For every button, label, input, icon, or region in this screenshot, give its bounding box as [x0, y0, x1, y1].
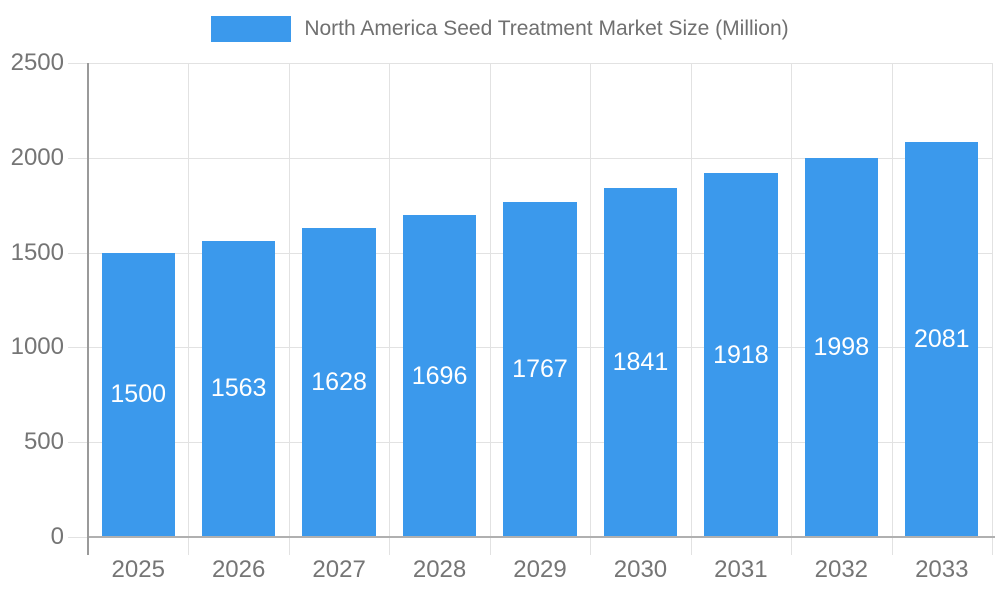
v-gridline	[489, 63, 491, 555]
v-gridline	[590, 63, 592, 555]
bar-value-label: 1998	[813, 333, 870, 362]
v-gridline	[288, 63, 290, 555]
y-axis-labels: 0 500 1000 1500 2000 2500	[2, 49, 64, 550]
x-tick-label: 2033	[915, 556, 969, 583]
v-gridline	[690, 63, 692, 555]
bar-2029[interactable]: 1767	[503, 201, 577, 537]
bar-2032[interactable]: 1998	[804, 158, 878, 537]
bar-value-label: 1500	[110, 380, 167, 409]
bar-2027[interactable]: 1628	[302, 228, 376, 537]
y-tick-label: 2500	[10, 49, 64, 76]
x-axis-line	[88, 536, 995, 538]
y-tick-label: 2000	[10, 143, 64, 171]
v-gridline	[188, 63, 190, 555]
y-tick-label: 1000	[10, 333, 64, 361]
legend-swatch	[211, 16, 292, 42]
bar-value-label: 1767	[512, 354, 568, 383]
legend[interactable]: North America Seed Treatment Market Size…	[0, 16, 1000, 42]
x-tick-label: 2030	[613, 556, 668, 583]
bar-value-label: 1563	[210, 374, 267, 403]
legend-label: North America Seed Treatment Market Size…	[304, 17, 789, 40]
x-tick-label: 2025	[111, 556, 165, 583]
x-tick-label: 2028	[412, 556, 467, 583]
bar-2030[interactable]: 1841	[603, 187, 678, 537]
x-tick-label: 2026	[211, 556, 266, 583]
y-axis-line	[87, 63, 89, 555]
v-gridline	[891, 63, 893, 555]
bar-value-label: 1841	[612, 347, 669, 376]
x-tick-label: 2027	[312, 556, 366, 583]
plot-area: 1500 1563 1628 1696 1767 1841 1918 1998 2081	[88, 63, 992, 537]
vertical-gridlines	[88, 63, 993, 555]
bar-2033[interactable]: 2081	[905, 142, 979, 537]
h-gridline	[68, 63, 992, 64]
x-axis-labels: 2025 2026 2027 2028 2029 2030 2031 2032 2033	[88, 556, 992, 586]
bar-value-label: 1628	[311, 368, 367, 397]
y-tick-label: 0	[50, 523, 64, 550]
bar-value-label: 1696	[411, 361, 468, 390]
bar-2025[interactable]: 1500	[101, 252, 175, 537]
y-tick-label: 500	[23, 428, 64, 456]
v-gridline	[389, 63, 391, 555]
v-gridline	[992, 63, 993, 555]
x-tick-label: 2031	[714, 556, 768, 583]
x-tick-label: 2032	[814, 556, 869, 583]
h-gridline	[68, 157, 992, 159]
y-tick-label: 1500	[10, 238, 64, 266]
x-tick-label: 2029	[513, 556, 567, 583]
bar-2028[interactable]: 1696	[402, 215, 477, 537]
v-gridline	[791, 63, 793, 555]
bar-value-label: 2081	[913, 325, 970, 354]
bar-value-label: 1918	[713, 340, 769, 369]
bar-2031[interactable]: 1918	[704, 173, 778, 537]
bar-2026[interactable]: 1563	[202, 240, 276, 537]
